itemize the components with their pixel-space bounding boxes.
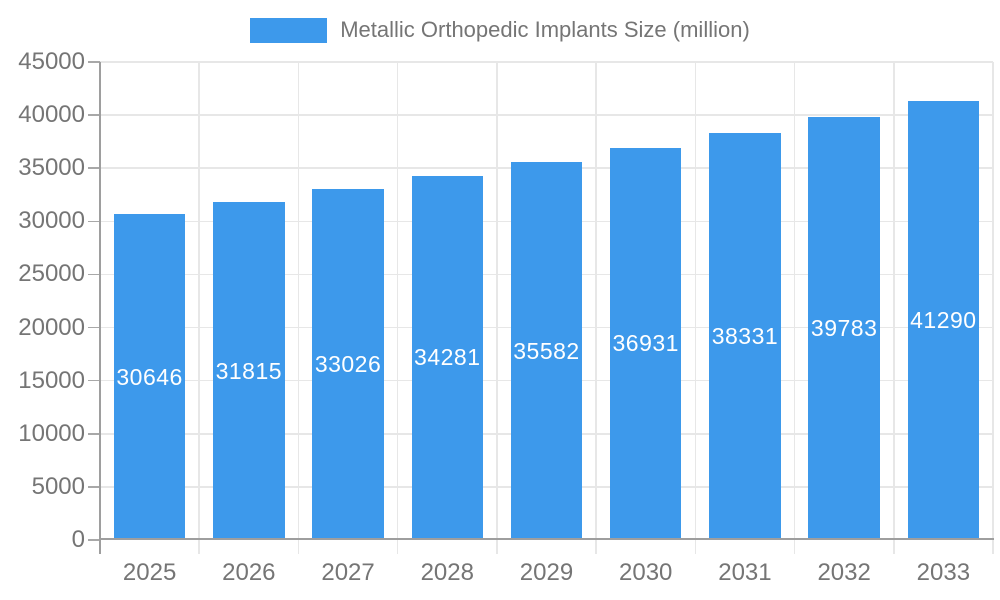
y-tick-label: 15000 (18, 366, 85, 394)
legend-swatch (250, 17, 328, 43)
bar-value-label: 36931 (612, 330, 679, 357)
bar-2029[interactable]: 35582 (510, 162, 583, 540)
x-tick-label: 2030 (619, 559, 673, 586)
x-tick-label: 2029 (519, 559, 574, 586)
gridline-vertical (694, 62, 697, 554)
bar-value-label: 39783 (810, 315, 878, 342)
y-tick-mark (88, 539, 100, 541)
x-tick-label: 2028 (420, 559, 474, 586)
gridline-vertical (396, 62, 399, 554)
legend-label: Metallic Orthopedic Implants Size (milli… (340, 17, 750, 42)
y-tick-mark (88, 326, 100, 329)
y-tick-label: 10000 (18, 419, 85, 447)
y-tick-mark (88, 61, 100, 63)
y-tick-label: 5000 (31, 472, 85, 500)
y-axis-line (99, 62, 101, 554)
bar-value-label: 31815 (215, 357, 283, 384)
x-tick-label: 2032 (817, 559, 871, 586)
bar-2031[interactable]: 38331 (709, 132, 781, 540)
gridline-vertical (893, 62, 895, 554)
gridline-vertical (793, 62, 796, 554)
bar-value-label: 35582 (513, 337, 580, 364)
x-tick-label: 2026 (222, 559, 276, 586)
bar-2027[interactable]: 33026 (312, 189, 384, 540)
x-tick-label: 2033 (916, 559, 971, 586)
gridline-horizontal (100, 114, 993, 116)
gridline-horizontal (100, 61, 993, 63)
bar-value-label: 30646 (116, 363, 183, 390)
y-tick-label: 0 (71, 526, 85, 553)
gridline-vertical (198, 62, 200, 554)
y-tick-label: 20000 (18, 313, 85, 341)
y-tick-mark (88, 220, 100, 223)
y-tick-label: 40000 (18, 101, 85, 129)
gridline-vertical (992, 62, 994, 554)
y-tick-mark (88, 433, 100, 435)
bar-2030[interactable]: 36931 (610, 147, 682, 540)
y-tick-mark (88, 379, 100, 382)
bar-value-label: 34281 (414, 344, 481, 371)
y-tick-label: 25000 (18, 260, 85, 288)
y-tick-mark (88, 114, 100, 116)
x-tick-label: 2031 (718, 559, 772, 586)
y-tick-mark (88, 486, 100, 488)
bar-value-label: 38331 (711, 322, 779, 349)
bar-2026[interactable]: 31815 (213, 202, 285, 540)
x-tick-label: 2027 (321, 559, 375, 586)
y-tick-label: 35000 (18, 154, 85, 182)
legend[interactable]: Metallic Orthopedic Implants Size (milli… (0, 17, 1000, 43)
bar-2025[interactable]: 30646 (113, 214, 186, 540)
bar-value-label: 41290 (910, 307, 977, 334)
y-tick-label: 45000 (18, 48, 85, 75)
bar-2028[interactable]: 34281 (411, 175, 483, 540)
bar-2032[interactable]: 39783 (808, 117, 880, 540)
bar-2033[interactable]: 41290 (907, 101, 980, 540)
gridline-vertical (297, 62, 300, 554)
x-axis-line (99, 538, 994, 540)
y-tick-mark (88, 273, 100, 276)
gridline-vertical (496, 62, 498, 554)
y-tick-mark (88, 167, 100, 169)
gridline-vertical (595, 62, 597, 554)
x-tick-label: 2025 (122, 559, 177, 586)
bar-value-label: 33026 (314, 351, 382, 378)
y-tick-label: 30000 (18, 207, 85, 235)
